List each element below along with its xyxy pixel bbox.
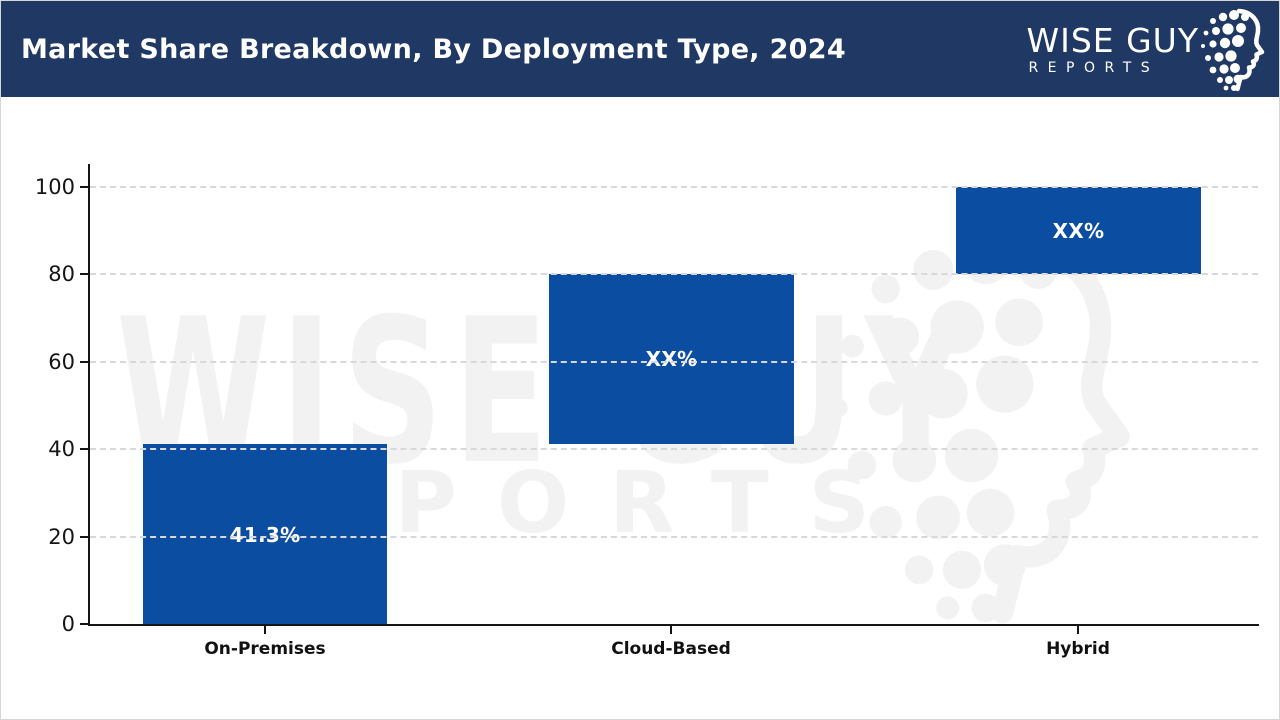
y-tick	[80, 186, 88, 188]
bar-cloud-based: XX%	[549, 274, 794, 444]
logo-text: WISE GUY REPORTS	[1026, 20, 1199, 77]
bar-value-label: XX%	[645, 347, 698, 371]
x-tick	[670, 626, 672, 634]
watermark-head-profile-icon	[828, 230, 1130, 624]
logo-reports-text: REPORTS	[1028, 60, 1160, 77]
y-tick-label-40: 40	[48, 437, 75, 461]
gridline-20	[90, 536, 1258, 538]
bar-hybrid: XX%	[956, 187, 1201, 274]
x-axis-line	[88, 624, 1259, 626]
gridline-80	[90, 273, 1258, 275]
header-banner: Market Share Breakdown, By Deployment Ty…	[1, 1, 1279, 97]
y-tick-label-60: 60	[48, 350, 75, 374]
gridline-60	[90, 361, 1258, 363]
y-tick	[80, 536, 88, 538]
logo-wordmark: WISE GUY	[1026, 20, 1199, 60]
bar-value-label: XX%	[1052, 218, 1105, 243]
y-tick-label-20: 20	[48, 525, 75, 549]
y-tick-label-0: 0	[61, 612, 75, 636]
wise-guy-reports-logo: WISE GUY REPORTS	[1026, 7, 1271, 93]
gridline-40	[90, 448, 1258, 450]
logo-head-profile-icon	[1201, 8, 1265, 92]
y-tick	[80, 273, 88, 275]
x-tick	[1077, 626, 1079, 634]
x-category-on-premises: On-Premises	[204, 639, 326, 659]
x-tick	[264, 626, 266, 634]
y-tick-label-100: 100	[34, 175, 75, 199]
page-title: Market Share Breakdown, By Deployment Ty…	[21, 33, 846, 65]
gridline-100	[90, 186, 1258, 188]
y-tick	[80, 623, 88, 625]
y-tick-label-80: 80	[48, 262, 75, 286]
x-category-hybrid: Hybrid	[1046, 639, 1110, 659]
y-axis-line	[88, 164, 90, 626]
y-tick	[80, 448, 88, 450]
bar-value-label: 41.3%	[229, 522, 301, 547]
bar-on-premises: 41.3%	[143, 444, 387, 625]
x-category-cloud-based: Cloud-Based	[611, 639, 731, 659]
y-tick	[80, 361, 88, 363]
